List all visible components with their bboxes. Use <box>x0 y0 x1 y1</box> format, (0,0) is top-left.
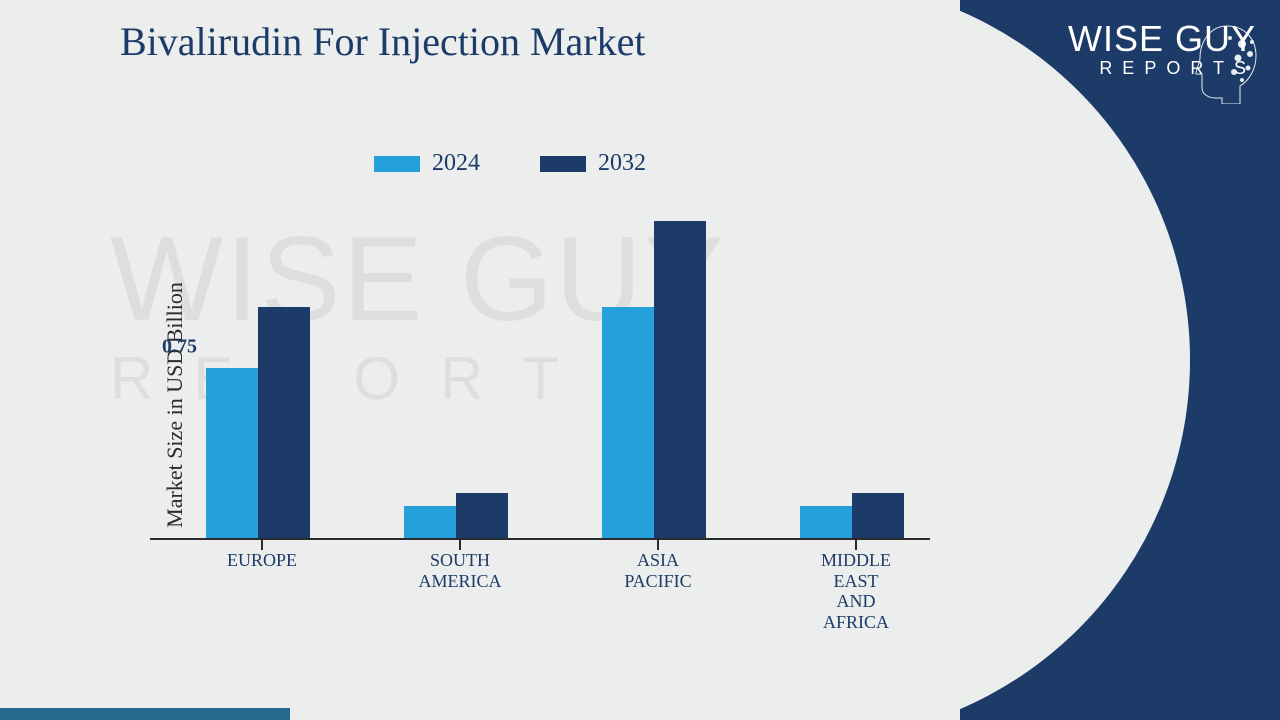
category-label: EUROPE <box>192 550 332 571</box>
bar-2032 <box>852 493 904 538</box>
legend-label-2032: 2032 <box>598 150 646 177</box>
bar-2032 <box>654 221 706 538</box>
x-axis <box>150 538 930 540</box>
bar-2024 <box>800 506 852 538</box>
legend-item-2032: 2032 <box>540 150 646 177</box>
legend-item-2024: 2024 <box>374 150 480 177</box>
axis-tick <box>855 540 857 550</box>
brand-logo: WISE GUY REPORTS <box>1068 18 1256 79</box>
legend-swatch-2024 <box>374 156 420 172</box>
category-label: MIDDLE EAST AND AFRICA <box>786 550 926 633</box>
bar-2024 <box>602 307 654 538</box>
bar-2032 <box>456 493 508 538</box>
axis-tick <box>261 540 263 550</box>
value-label: 0.75 <box>162 336 197 359</box>
bar-2032 <box>258 307 310 538</box>
chart-title: Bivalirudin For Injection Market <box>120 18 645 65</box>
bottom-accent-bar <box>0 708 290 720</box>
category-label: SOUTH AMERICA <box>390 550 530 591</box>
bar-2024 <box>206 368 258 538</box>
axis-tick <box>459 540 461 550</box>
legend: 2024 2032 <box>374 150 646 177</box>
head-icon <box>1192 24 1262 104</box>
chart-area: Market Size in USD Billion 2024 2032 0.7… <box>90 160 930 650</box>
plot-area: 0.75EUROPESOUTH AMERICAASIA PACIFICMIDDL… <box>150 200 930 540</box>
legend-swatch-2032 <box>540 156 586 172</box>
axis-tick <box>657 540 659 550</box>
category-label: ASIA PACIFIC <box>588 550 728 591</box>
stage: WISE GUY REPORTS Bivalirudin For Injecti… <box>0 0 1280 720</box>
legend-label-2024: 2024 <box>432 150 480 177</box>
bar-2024 <box>404 506 456 538</box>
